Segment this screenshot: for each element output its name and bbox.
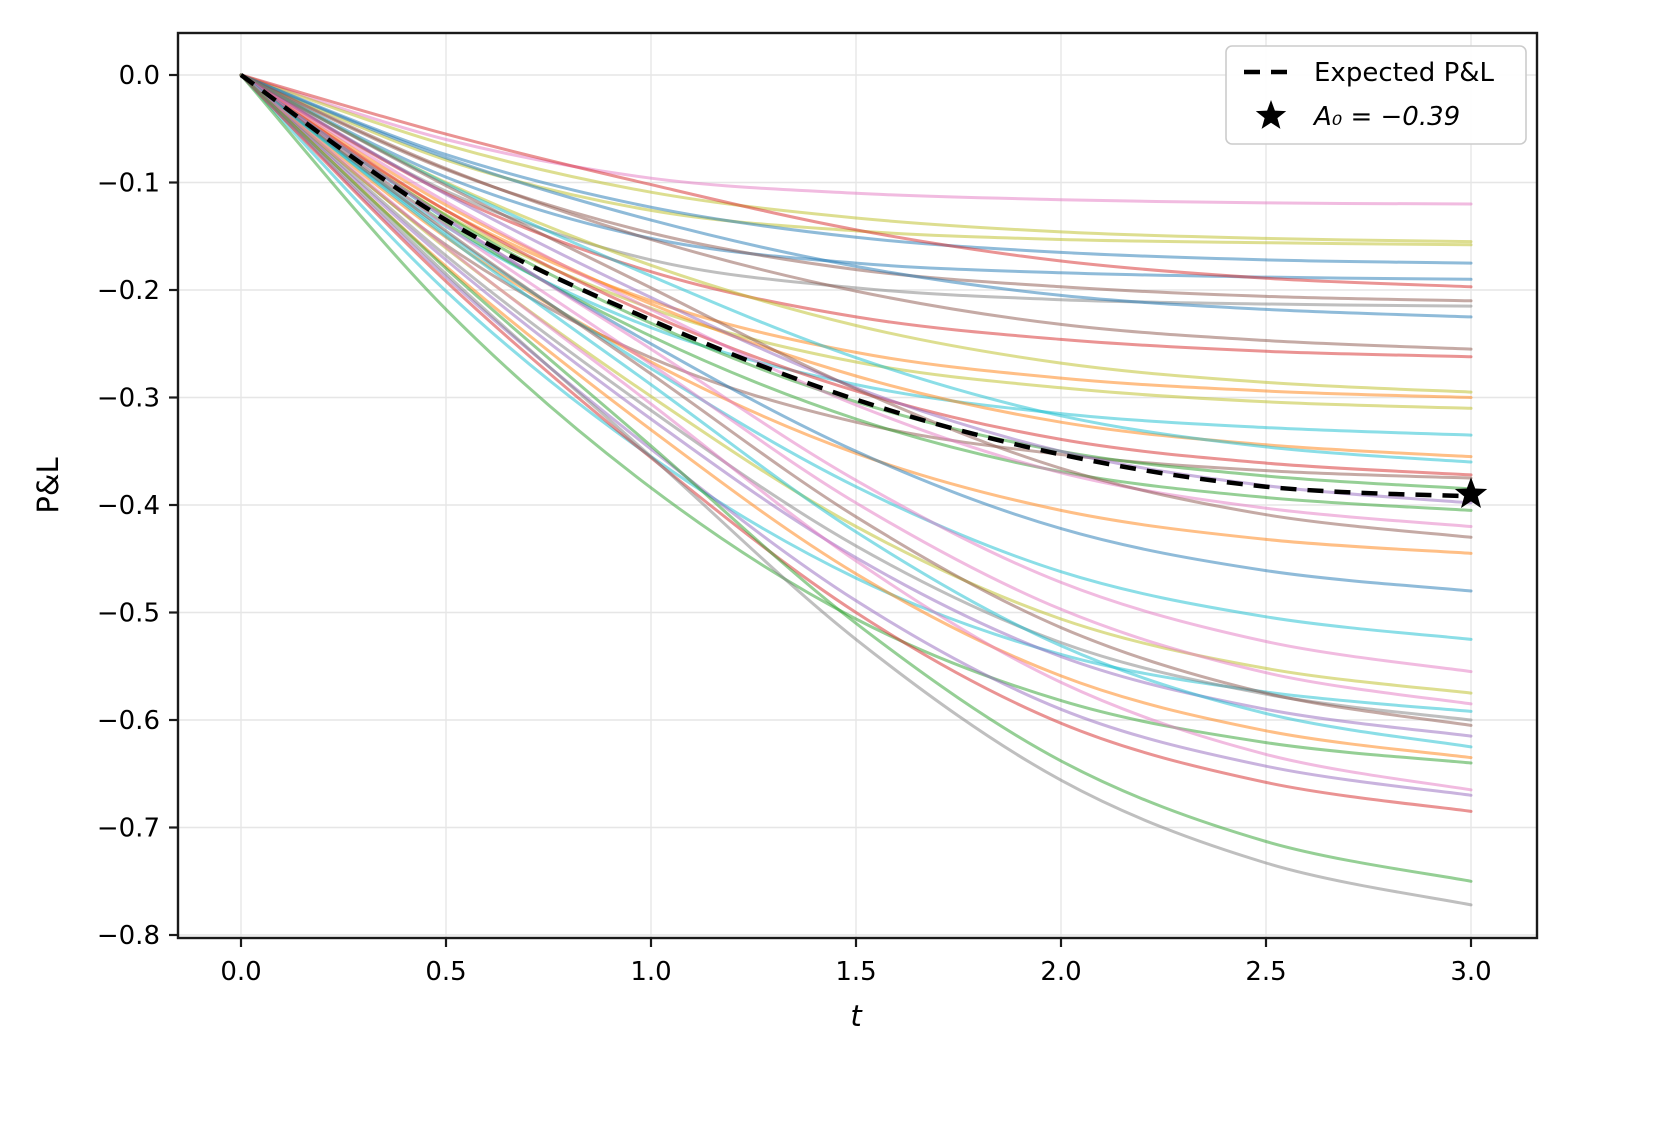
sample-path — [239, 73, 1473, 206]
sample-path — [239, 73, 1473, 907]
sample-path — [239, 73, 1473, 727]
sample-path — [239, 73, 1473, 459]
y-tick-label: −0.3 — [97, 384, 160, 414]
sample-path — [239, 73, 1473, 464]
sample-path — [239, 73, 1473, 477]
y-tick-label: −0.2 — [97, 276, 160, 306]
sample-path — [239, 73, 1473, 641]
y-tick-label: 0.0 — [119, 61, 160, 91]
legend-label-expected-pnl: Expected P&L — [1314, 58, 1495, 88]
legend-box — [1225, 45, 1527, 145]
x-tick-label: 1.0 — [630, 957, 671, 987]
x-tick-label: 2.5 — [1245, 957, 1286, 987]
sample-path — [239, 73, 1473, 738]
legend-star-sample — [1255, 100, 1287, 129]
sample-path — [239, 73, 1473, 797]
x-tick-label: 0.5 — [425, 957, 466, 987]
x-tick-label: 2.0 — [1040, 957, 1081, 987]
sample-path — [239, 73, 1473, 765]
sample-path — [239, 73, 1473, 539]
sample-path — [239, 73, 1473, 883]
axes-spines — [176, 31, 1539, 940]
y-tick-label: −0.1 — [97, 169, 160, 199]
sample-path — [239, 73, 1473, 491]
x-tick-label: 3.0 — [1450, 957, 1491, 987]
y-tick-label: −0.4 — [97, 491, 160, 521]
terminal-star-marker — [1454, 477, 1488, 508]
y-tick-label: −0.8 — [97, 921, 160, 951]
sample-path — [239, 73, 1473, 792]
sample-path — [239, 73, 1473, 760]
sample-path — [239, 73, 1473, 813]
sample-path — [239, 73, 1473, 265]
y-axis-label: P&L — [31, 457, 65, 513]
sample-path — [239, 73, 1473, 749]
x-axis-label: t — [850, 999, 863, 1033]
y-tick-label: −0.7 — [97, 814, 160, 844]
sample-path — [239, 73, 1473, 706]
sample-path — [239, 73, 1473, 308]
sample-path — [239, 73, 1473, 512]
expected-pnl-line — [239, 73, 1472, 499]
sample-path — [239, 73, 1473, 244]
y-tick-label: −0.6 — [97, 706, 160, 736]
sample-path — [239, 73, 1473, 289]
legend-label-a0: A₀ = −0.39 — [1312, 102, 1460, 132]
sample-path — [239, 73, 1473, 528]
x-tick-label: 1.5 — [835, 957, 876, 987]
sample-path — [239, 73, 1473, 319]
y-tick-label: −0.5 — [97, 599, 160, 629]
x-tick-label: 0.0 — [220, 957, 261, 987]
sample-path — [239, 73, 1473, 351]
